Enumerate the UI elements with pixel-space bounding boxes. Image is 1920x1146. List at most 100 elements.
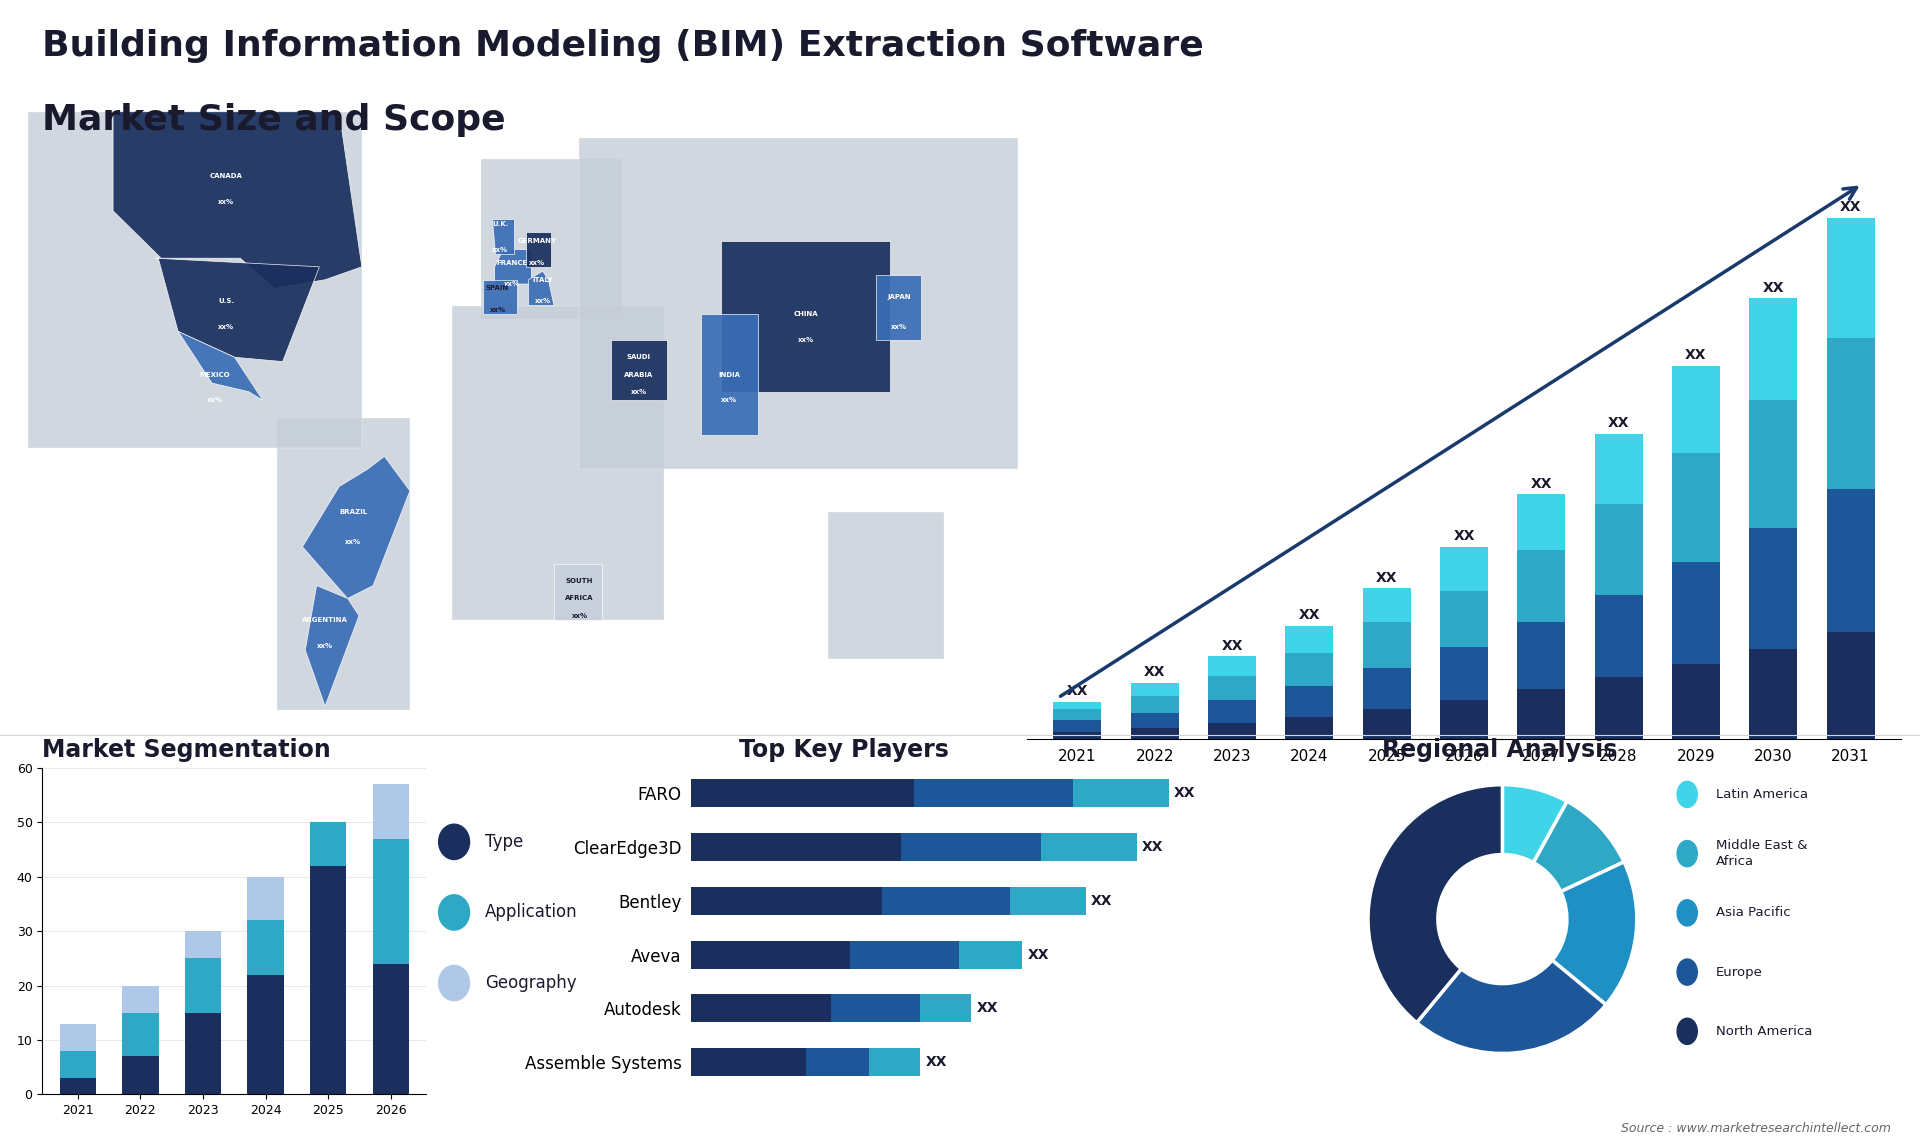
Text: Market Size and Scope: Market Size and Scope: [42, 103, 505, 138]
Wedge shape: [1551, 862, 1636, 1005]
Bar: [851, 941, 958, 968]
Bar: [1749, 298, 1797, 400]
Bar: [248, 920, 284, 974]
Polygon shape: [305, 586, 359, 706]
Polygon shape: [580, 138, 1018, 469]
Text: Latin America: Latin America: [1716, 788, 1809, 801]
Bar: [1208, 657, 1256, 676]
Bar: [691, 833, 900, 861]
Bar: [1284, 626, 1332, 652]
Text: XX: XX: [1607, 416, 1630, 430]
Bar: [184, 958, 221, 1013]
Circle shape: [438, 824, 470, 860]
Text: Asia Pacific: Asia Pacific: [1716, 906, 1791, 919]
Bar: [184, 931, 221, 958]
Text: ITALY: ITALY: [532, 276, 553, 283]
Circle shape: [1678, 1018, 1697, 1044]
Text: CANADA: CANADA: [209, 173, 242, 180]
Polygon shape: [526, 233, 551, 267]
Text: XX: XX: [1173, 786, 1196, 800]
Bar: [1672, 664, 1720, 739]
Text: XX: XX: [1686, 348, 1707, 362]
Text: Europe: Europe: [1716, 966, 1763, 979]
Polygon shape: [492, 219, 515, 254]
Bar: [1826, 218, 1874, 338]
Bar: [1284, 716, 1332, 739]
Text: U.K.: U.K.: [492, 221, 509, 227]
Polygon shape: [179, 331, 263, 400]
Bar: [1440, 547, 1488, 590]
Text: xx%: xx%: [632, 388, 647, 394]
Text: U.S.: U.S.: [219, 298, 234, 305]
Bar: [920, 995, 972, 1022]
Bar: [914, 779, 1073, 807]
Bar: [1054, 709, 1102, 721]
Polygon shape: [555, 564, 603, 620]
Polygon shape: [876, 275, 922, 340]
Bar: [1073, 779, 1169, 807]
Text: MARKET
RESEARCH
INTELLECT: MARKET RESEARCH INTELLECT: [1836, 53, 1899, 89]
Bar: [1596, 434, 1644, 504]
Bar: [248, 877, 284, 920]
Bar: [1131, 697, 1179, 713]
Circle shape: [438, 895, 470, 931]
Bar: [123, 1057, 159, 1094]
Text: Top Key Players: Top Key Players: [739, 738, 948, 762]
Bar: [60, 1051, 96, 1078]
Bar: [372, 964, 409, 1094]
Bar: [248, 974, 284, 1094]
Polygon shape: [611, 340, 666, 400]
Polygon shape: [484, 280, 516, 314]
Text: North America: North America: [1716, 1025, 1812, 1038]
Circle shape: [1678, 782, 1697, 808]
Bar: [1440, 647, 1488, 700]
Text: Source : www.marketresearchintellect.com: Source : www.marketresearchintellect.com: [1620, 1122, 1891, 1135]
Bar: [1596, 504, 1644, 595]
Text: XX: XX: [1377, 571, 1398, 584]
Circle shape: [1678, 840, 1697, 866]
Bar: [1284, 652, 1332, 686]
Bar: [1517, 550, 1565, 621]
Bar: [1131, 713, 1179, 728]
Text: XX: XX: [1530, 477, 1551, 490]
Text: XX: XX: [925, 1055, 947, 1069]
Polygon shape: [495, 250, 532, 284]
Polygon shape: [528, 272, 555, 306]
Polygon shape: [113, 112, 361, 289]
Bar: [1517, 621, 1565, 690]
Bar: [1054, 721, 1102, 731]
Bar: [1672, 563, 1720, 664]
Bar: [806, 1049, 870, 1076]
Polygon shape: [303, 456, 409, 598]
Bar: [900, 833, 1041, 861]
Text: xx%: xx%: [490, 307, 505, 313]
Bar: [831, 995, 920, 1022]
Bar: [870, 1049, 920, 1076]
Bar: [1208, 723, 1256, 739]
Text: GERMANY: GERMANY: [518, 238, 557, 244]
Text: XX: XX: [1298, 609, 1321, 622]
Wedge shape: [1534, 801, 1624, 892]
Text: SPAIN: SPAIN: [486, 285, 509, 291]
Text: XX: XX: [1091, 894, 1112, 908]
Text: CHINA: CHINA: [793, 312, 818, 317]
Text: xx%: xx%: [503, 281, 520, 286]
Polygon shape: [276, 417, 409, 711]
Circle shape: [438, 965, 470, 1000]
Bar: [1517, 494, 1565, 550]
Polygon shape: [1663, 45, 1828, 124]
Bar: [1672, 453, 1720, 563]
Bar: [1749, 528, 1797, 649]
Bar: [691, 779, 914, 807]
Bar: [1010, 887, 1087, 915]
Text: ARABIA: ARABIA: [624, 371, 653, 377]
Polygon shape: [453, 306, 664, 620]
Text: XX: XX: [1142, 840, 1164, 854]
Bar: [1596, 595, 1644, 677]
Bar: [1672, 367, 1720, 453]
Bar: [60, 1078, 96, 1094]
Text: Regional Analysis: Regional Analysis: [1382, 738, 1619, 762]
Text: Middle East &
Africa: Middle East & Africa: [1716, 839, 1807, 869]
Text: INDIA: INDIA: [718, 371, 741, 377]
Text: SOUTH: SOUTH: [566, 579, 593, 584]
